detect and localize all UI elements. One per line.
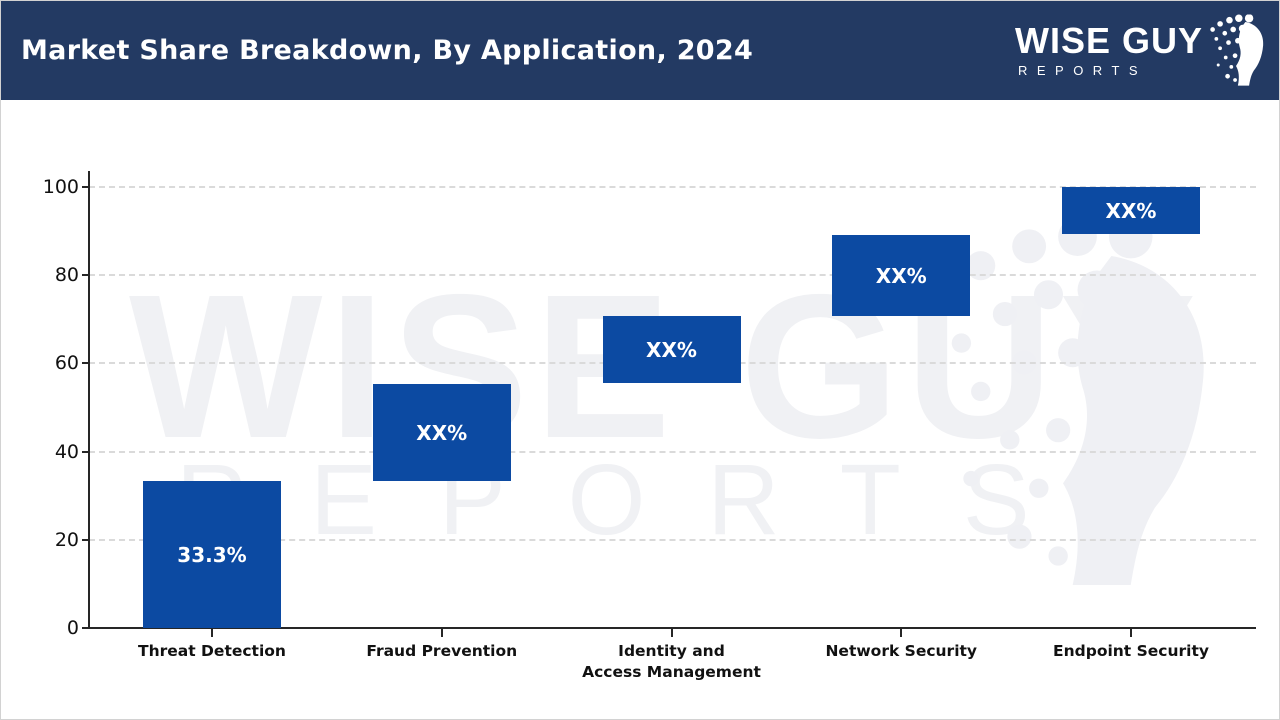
y-tick-mark	[82, 450, 89, 453]
bar-value-label: XX%	[1105, 198, 1157, 223]
gridline-40	[89, 450, 1256, 453]
x-tick-mark	[670, 629, 673, 637]
x-tick-mark	[211, 629, 213, 637]
bar-network-security: XX%	[832, 235, 971, 317]
y-tick-label: 80	[54, 264, 79, 287]
gridline-100	[89, 186, 1256, 188]
bar-threat-detection: 33.3%	[143, 481, 281, 628]
x-axis-line	[88, 627, 1256, 629]
y-tick-label: 20	[54, 528, 79, 551]
x-tick-label-identity-and-access-management: Identity and Access Management	[582, 642, 761, 681]
bar-identity-and-access-management: XX%	[602, 316, 741, 384]
x-tick-label-network-security: Network Security	[825, 642, 978, 660]
y-tick-mark	[82, 538, 89, 541]
y-tick-mark	[82, 274, 89, 277]
bar-value-label: 33.3%	[177, 542, 247, 567]
y-tick-mark	[82, 186, 89, 188]
x-tick-mark	[900, 629, 903, 637]
wiseguy-logo: WISE GUY REPORTS	[1015, 13, 1265, 89]
logo-wordmark-line1: WISE GUY	[1014, 20, 1203, 61]
y-tick-mark	[82, 362, 89, 365]
bar-value-label: XX%	[416, 420, 468, 445]
page-title: Market Share Breakdown, By Application, …	[21, 35, 754, 66]
y-tick-label: 60	[54, 352, 79, 375]
bar-fraud-prevention: XX%	[372, 384, 511, 482]
logo-wordmark: WISE GUY REPORTS	[1014, 20, 1203, 79]
bar-endpoint-security: XX%	[1062, 187, 1200, 235]
x-tick-label-fraud-prevention: Fraud Prevention	[366, 642, 518, 660]
x-tick-label-endpoint-security: Endpoint Security	[1053, 642, 1209, 660]
x-tick-mark	[1130, 629, 1132, 637]
y-axis-line	[88, 171, 90, 629]
x-tick-label-threat-detection: Threat Detection	[138, 642, 286, 660]
bar-value-label: XX%	[646, 337, 697, 362]
logo-wordmark-line2: REPORTS	[1017, 63, 1148, 78]
gridline-80	[89, 274, 1256, 277]
header-bar: Market Share Breakdown, By Application, …	[1, 1, 1279, 100]
y-tick-label: 40	[54, 440, 79, 463]
x-tick-mark	[440, 629, 443, 637]
y-tick-label: 100	[42, 176, 79, 198]
y-tick-label: 0	[66, 617, 79, 639]
y-tick-mark	[82, 627, 89, 629]
bar-value-label: XX%	[875, 263, 927, 288]
gridline-20	[89, 538, 1256, 541]
